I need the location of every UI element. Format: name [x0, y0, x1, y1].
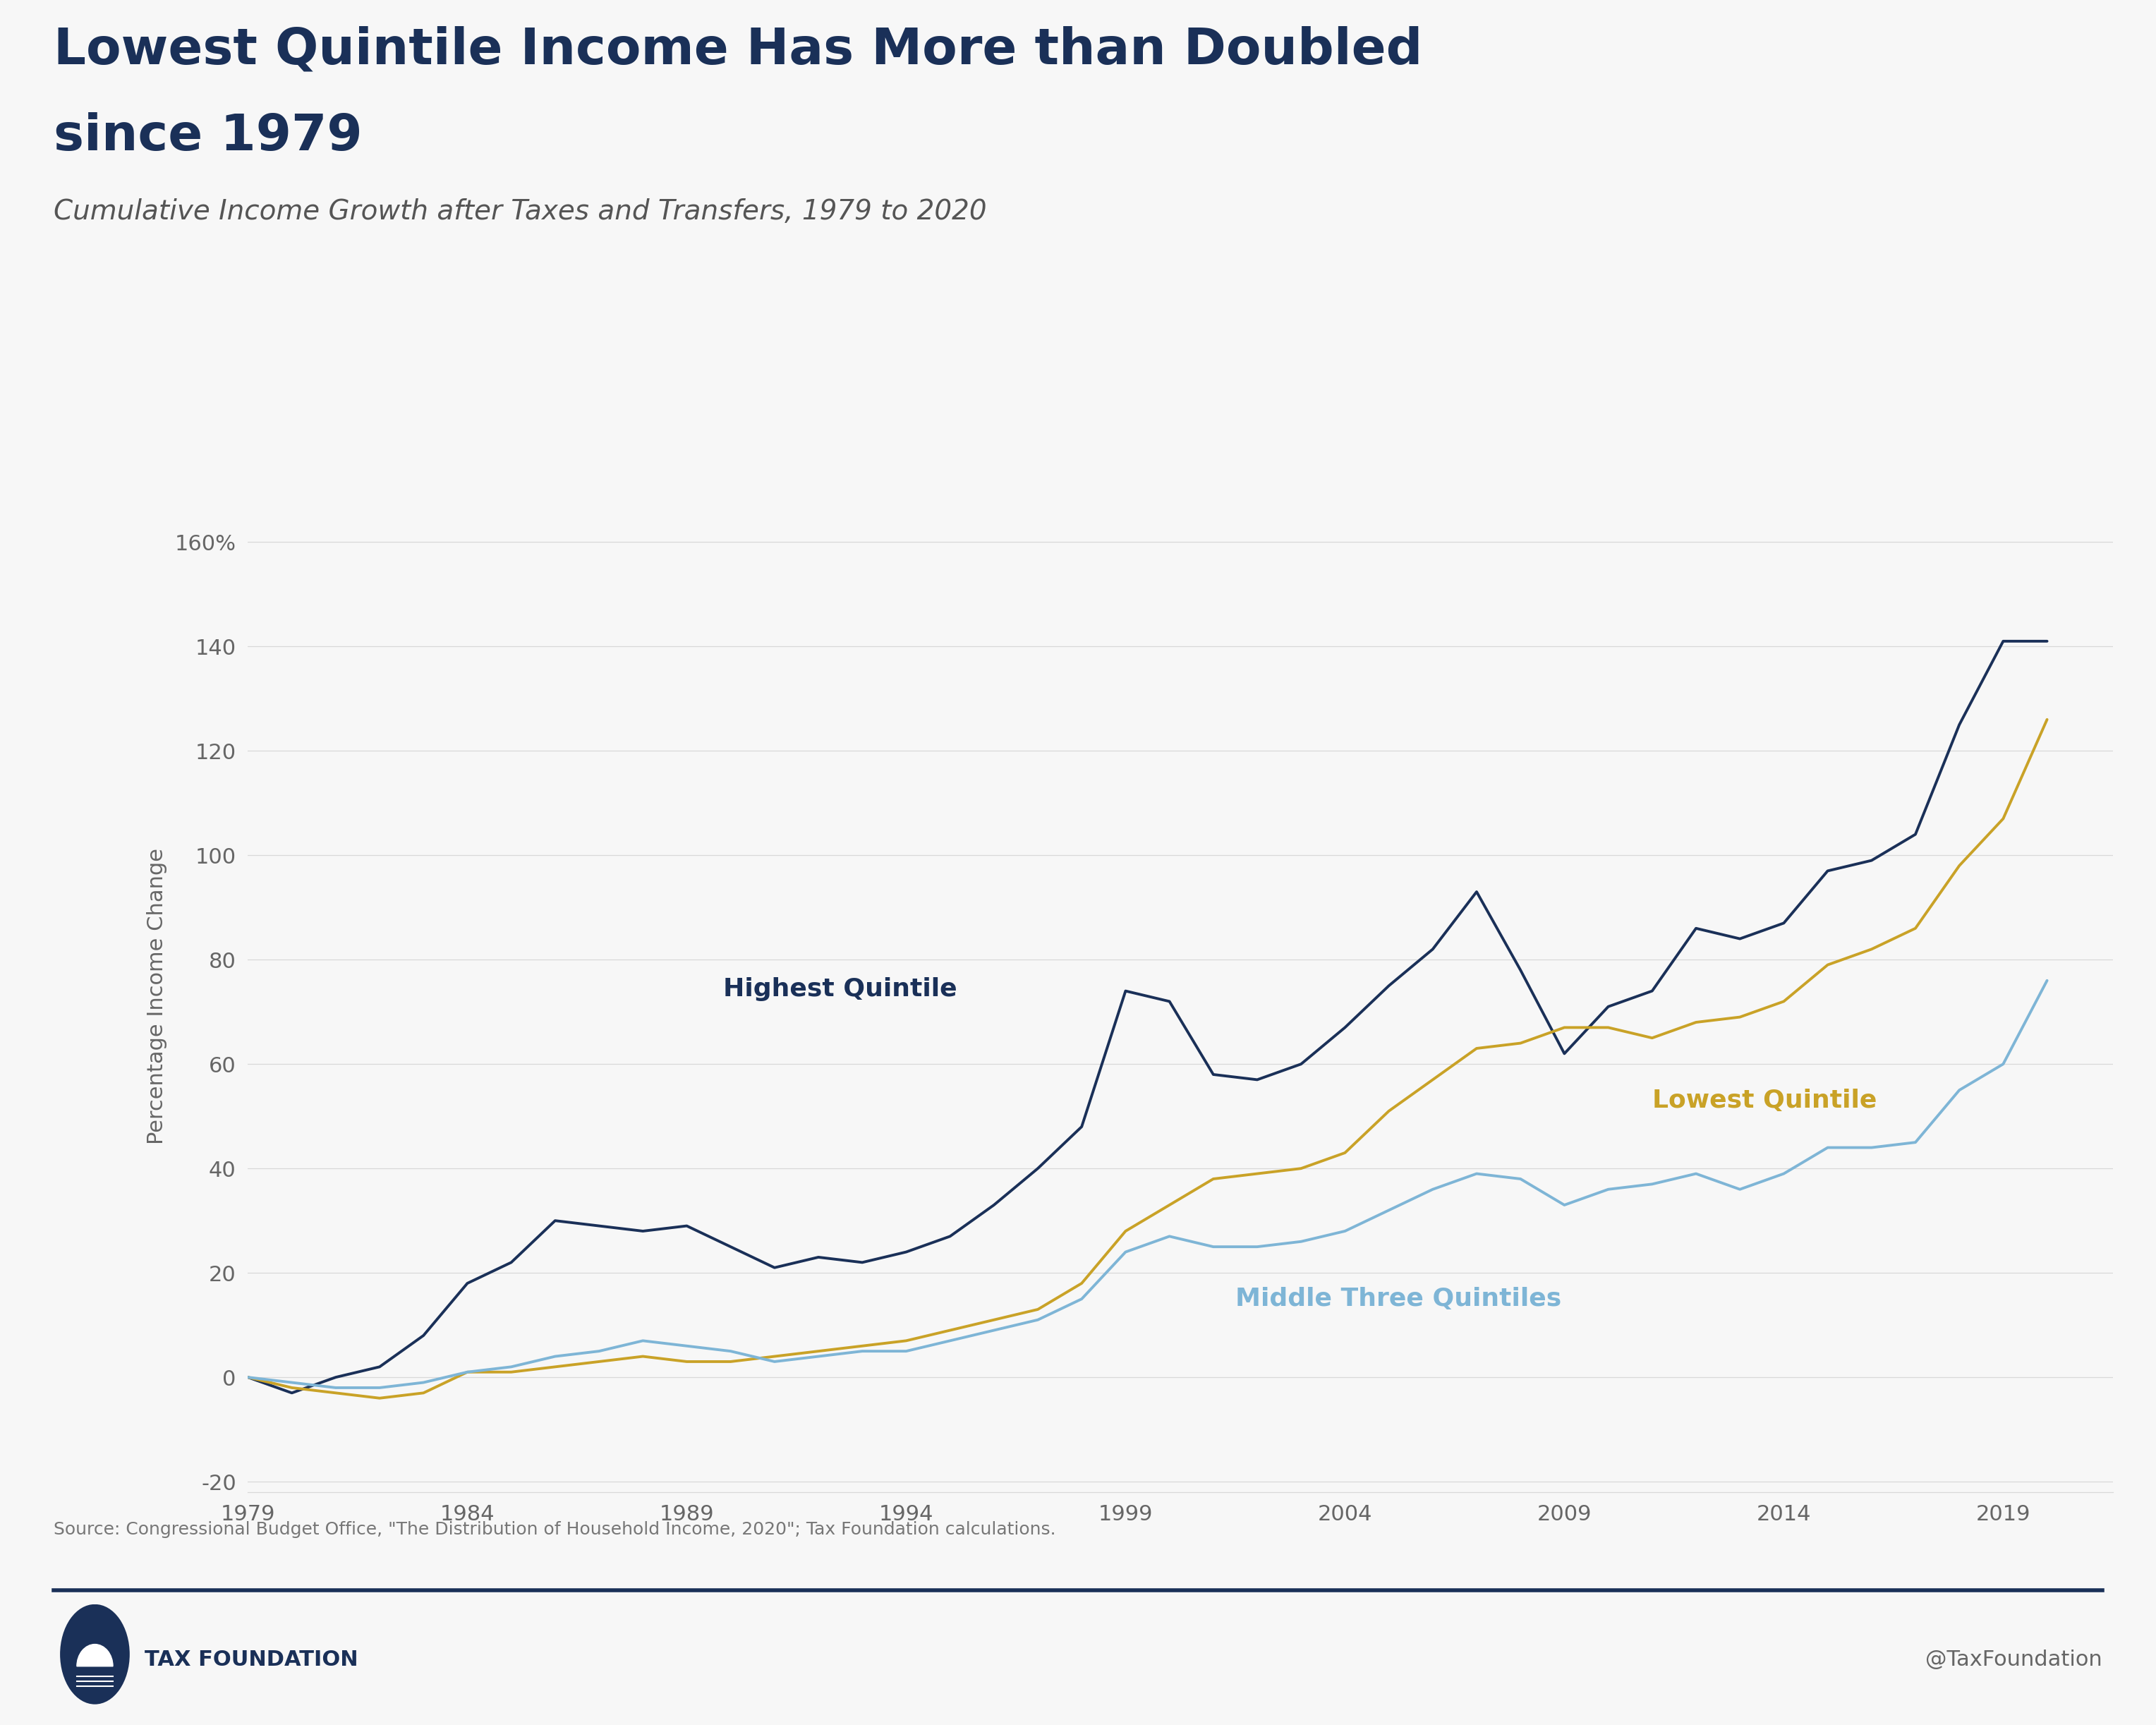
Text: Lowest Quintile: Lowest Quintile — [1651, 1088, 1876, 1113]
Ellipse shape — [60, 1604, 129, 1704]
Text: Highest Quintile: Highest Quintile — [724, 978, 957, 1002]
Text: since 1979: since 1979 — [54, 112, 362, 160]
Text: TAX FOUNDATION: TAX FOUNDATION — [144, 1649, 358, 1670]
Wedge shape — [78, 1644, 112, 1666]
Text: Middle Three Quintiles: Middle Three Quintiles — [1235, 1287, 1561, 1311]
Text: Lowest Quintile Income Has More than Doubled: Lowest Quintile Income Has More than Dou… — [54, 26, 1423, 74]
Text: Source: Congressional Budget Office, "The Distribution of Household Income, 2020: Source: Congressional Budget Office, "Th… — [54, 1521, 1056, 1539]
Y-axis label: Percentage Income Change: Percentage Income Change — [147, 849, 168, 1144]
Text: Cumulative Income Growth after Taxes and Transfers, 1979 to 2020: Cumulative Income Growth after Taxes and… — [54, 198, 987, 226]
Text: @TaxFoundation: @TaxFoundation — [1925, 1649, 2102, 1670]
